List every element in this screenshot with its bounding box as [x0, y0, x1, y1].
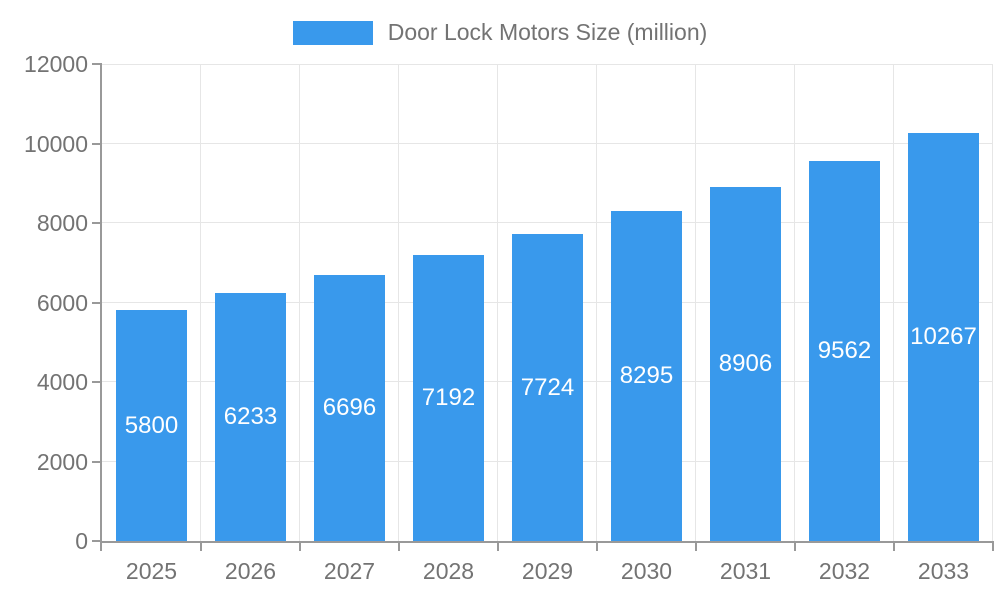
- y-tick: [92, 222, 102, 224]
- y-axis-line: [100, 64, 102, 543]
- y-tick: [92, 63, 102, 65]
- x-axis-label: 2032: [818, 558, 871, 584]
- gridline-vertical: [497, 64, 498, 541]
- bar: 8906: [710, 187, 781, 541]
- x-tick: [497, 541, 499, 551]
- x-axis-line: [100, 541, 993, 543]
- x-tick: [893, 541, 895, 551]
- x-tick: [695, 541, 697, 551]
- bar-value-label: 7192: [421, 384, 476, 411]
- x-axis-labels: 2025 2026 2027 2028 2029 2030 2031 2032 2033: [102, 558, 993, 588]
- y-axis-label: 2000: [36, 449, 88, 475]
- y-axis-label: 8000: [36, 210, 88, 236]
- y-axis-label: 10000: [24, 131, 88, 157]
- gridline-vertical: [398, 64, 399, 541]
- x-axis-label: 2031: [719, 558, 772, 584]
- y-axis-label: 4000: [36, 369, 88, 395]
- y-axis-labels: 0 2000 4000 6000 8000 10000 12000: [0, 52, 88, 553]
- gridline-vertical: [992, 64, 993, 541]
- legend-label: Door Lock Motors Size (million): [387, 19, 708, 45]
- legend: Door Lock Motors Size (million): [0, 19, 1000, 46]
- x-tick: [299, 541, 301, 551]
- bar-value-label: 10267: [910, 323, 977, 350]
- gridline-vertical: [893, 64, 894, 541]
- y-axis-label: 12000: [24, 51, 88, 77]
- y-axis-label: 6000: [36, 290, 88, 316]
- gridline-horizontal: [102, 64, 993, 65]
- x-tick: [200, 541, 202, 551]
- x-tick: [100, 541, 102, 551]
- x-axis-label: 2029: [521, 558, 574, 584]
- x-axis-label: 2027: [323, 558, 376, 584]
- bar: 5800: [116, 310, 187, 541]
- bar-value-label: 6696: [322, 394, 377, 421]
- x-tick: [992, 541, 994, 551]
- gridline-vertical: [596, 64, 597, 541]
- gridline-horizontal: [102, 143, 993, 144]
- bar-value-label: 8906: [718, 350, 773, 377]
- plot-area: 5800 6233 6696 7192 7724 8295 8906 9562 10267: [102, 64, 993, 541]
- x-axis-label: 2033: [917, 558, 970, 584]
- x-tick: [596, 541, 598, 551]
- y-tick: [92, 461, 102, 463]
- bar-value-label: 7724: [520, 373, 575, 401]
- bar-value-label: 5800: [124, 411, 179, 439]
- y-axis-label: 0: [75, 528, 88, 554]
- gridline-vertical: [299, 64, 300, 541]
- bar: 7192: [413, 255, 484, 541]
- bar: 9562: [809, 161, 880, 541]
- y-tick: [92, 302, 102, 304]
- gridline-vertical: [794, 64, 795, 541]
- gridline-horizontal: [102, 222, 993, 223]
- gridline-vertical: [200, 64, 201, 541]
- bar: 6233: [215, 293, 286, 541]
- y-tick: [92, 540, 102, 542]
- gridline-vertical: [695, 64, 696, 541]
- bar: 8295: [611, 211, 682, 541]
- bar-value-label: 8295: [619, 362, 674, 389]
- bar-value-label: 9562: [817, 337, 872, 364]
- x-axis-label: 2025: [125, 558, 178, 584]
- bar: 6696: [314, 275, 385, 541]
- y-tick: [92, 381, 102, 383]
- legend-swatch: [292, 20, 373, 45]
- x-axis-label: 2028: [422, 558, 475, 584]
- bar-value-label: 6233: [223, 403, 278, 430]
- x-tick: [794, 541, 796, 551]
- x-axis-label: 2030: [620, 558, 673, 584]
- bar: 10267: [908, 133, 979, 541]
- y-tick: [92, 143, 102, 145]
- x-axis-label: 2026: [224, 558, 277, 584]
- bar: 7724: [512, 234, 583, 541]
- x-tick: [398, 541, 400, 551]
